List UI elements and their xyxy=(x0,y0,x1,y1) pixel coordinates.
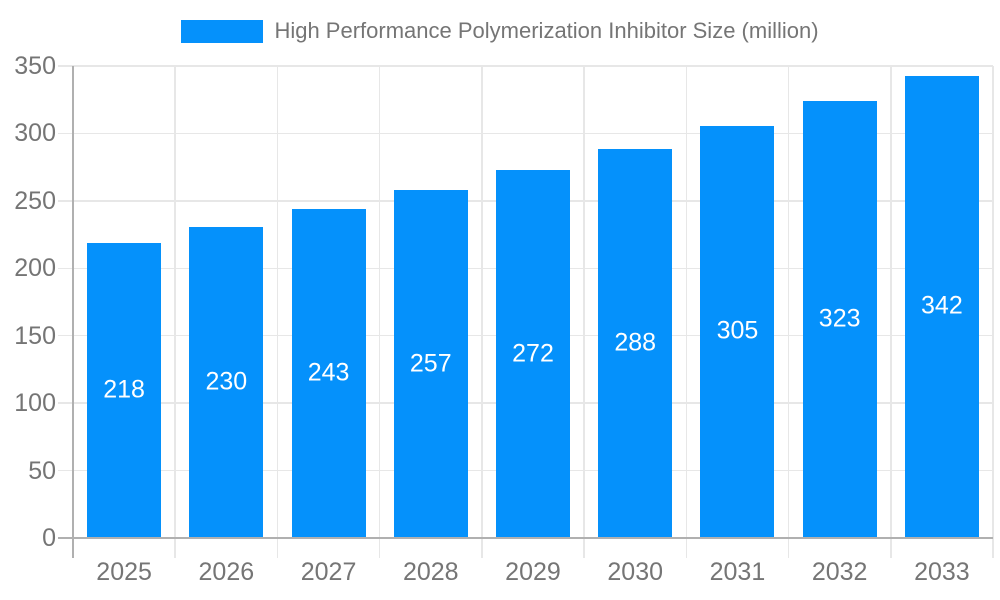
bar[interactable]: 305 xyxy=(700,125,775,537)
gridline-vertical xyxy=(890,66,892,558)
plot-area: 218 230 243 257 272 288 305 323 342 xyxy=(58,65,994,558)
gridline-vertical xyxy=(992,66,994,558)
y-axis-tick-label: 300 xyxy=(14,119,56,148)
bar[interactable]: 230 xyxy=(189,226,264,537)
bar-value-label: 323 xyxy=(818,304,861,333)
x-axis-line xyxy=(58,536,993,539)
gridline-vertical xyxy=(378,66,381,558)
bar-value-label: 272 xyxy=(512,339,554,368)
y-axis-tick-label: 250 xyxy=(14,186,56,215)
legend-swatch-icon xyxy=(181,19,264,43)
chart-legend[interactable]: High Performance Polymerization Inhibito… xyxy=(0,18,1000,44)
bar-value-label: 257 xyxy=(409,349,452,378)
y-axis-line xyxy=(72,66,74,558)
legend-label: High Performance Polymerization Inhibito… xyxy=(274,18,819,43)
bar[interactable]: 257 xyxy=(393,190,468,537)
bar[interactable]: 272 xyxy=(496,170,570,537)
gridline-vertical xyxy=(787,66,790,558)
bar-value-label: 342 xyxy=(921,291,963,320)
x-axis-tick-label: 2027 xyxy=(300,558,357,586)
y-axis-tick-label: 350 xyxy=(14,52,56,80)
gridline-vertical xyxy=(174,66,176,558)
gridline-vertical xyxy=(583,66,585,558)
gridline-horizontal xyxy=(58,65,993,67)
x-axis-tick-label: 2026 xyxy=(198,558,255,586)
gridline-horizontal xyxy=(58,132,993,135)
bar-value-label: 243 xyxy=(307,358,350,387)
bar[interactable]: 342 xyxy=(904,75,979,537)
x-axis-tick-label: 2031 xyxy=(709,558,766,586)
bar-value-label: 288 xyxy=(614,328,657,357)
bar[interactable]: 218 xyxy=(87,243,162,537)
bar-value-label: 305 xyxy=(716,316,759,345)
x-axis-tick-label: 2032 xyxy=(811,558,868,586)
y-axis-tick-label: 200 xyxy=(14,254,56,283)
gridline-vertical xyxy=(685,66,688,558)
bar[interactable]: 323 xyxy=(802,101,877,537)
y-axis-tick-label: 150 xyxy=(14,321,56,350)
y-axis-tick-label: 0 xyxy=(42,524,56,552)
x-axis-tick-label: 2029 xyxy=(505,558,561,586)
x-axis-tick-label: 2025 xyxy=(96,558,152,586)
y-axis-tick-label: 100 xyxy=(14,389,56,418)
bar[interactable]: 243 xyxy=(291,209,366,537)
bar-value-label: 230 xyxy=(205,367,248,396)
gridline-vertical xyxy=(276,66,279,558)
gridline-vertical xyxy=(481,66,483,558)
x-axis-tick-label: 2028 xyxy=(402,558,459,586)
bar[interactable]: 288 xyxy=(598,148,673,537)
bar-value-label: 218 xyxy=(103,375,145,404)
y-axis-tick-label: 50 xyxy=(28,456,56,485)
x-axis-tick-label: 2033 xyxy=(914,558,970,586)
x-axis-tick-label: 2030 xyxy=(607,558,664,586)
